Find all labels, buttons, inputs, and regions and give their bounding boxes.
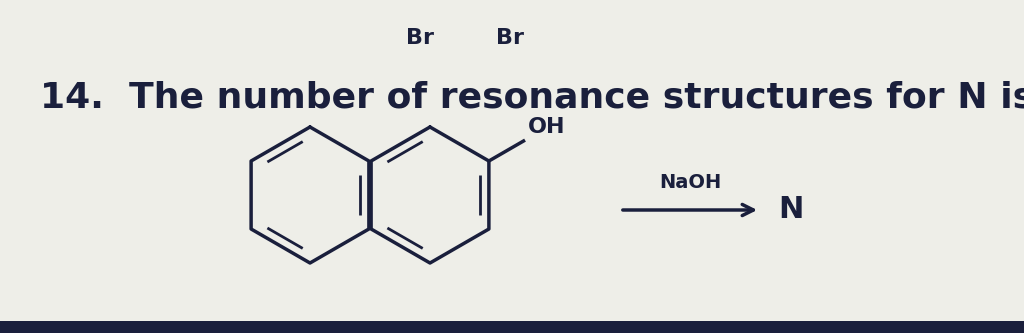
Bar [0, 321, 1024, 333]
Text: NaOH: NaOH [658, 173, 721, 192]
Text: Br: Br [406, 28, 434, 48]
Text: 14.  The number of resonance structures for N is: 14. The number of resonance structures f… [40, 80, 1024, 114]
Text: OH: OH [527, 117, 565, 137]
Text: Br: Br [496, 28, 524, 48]
Text: N: N [778, 195, 804, 224]
